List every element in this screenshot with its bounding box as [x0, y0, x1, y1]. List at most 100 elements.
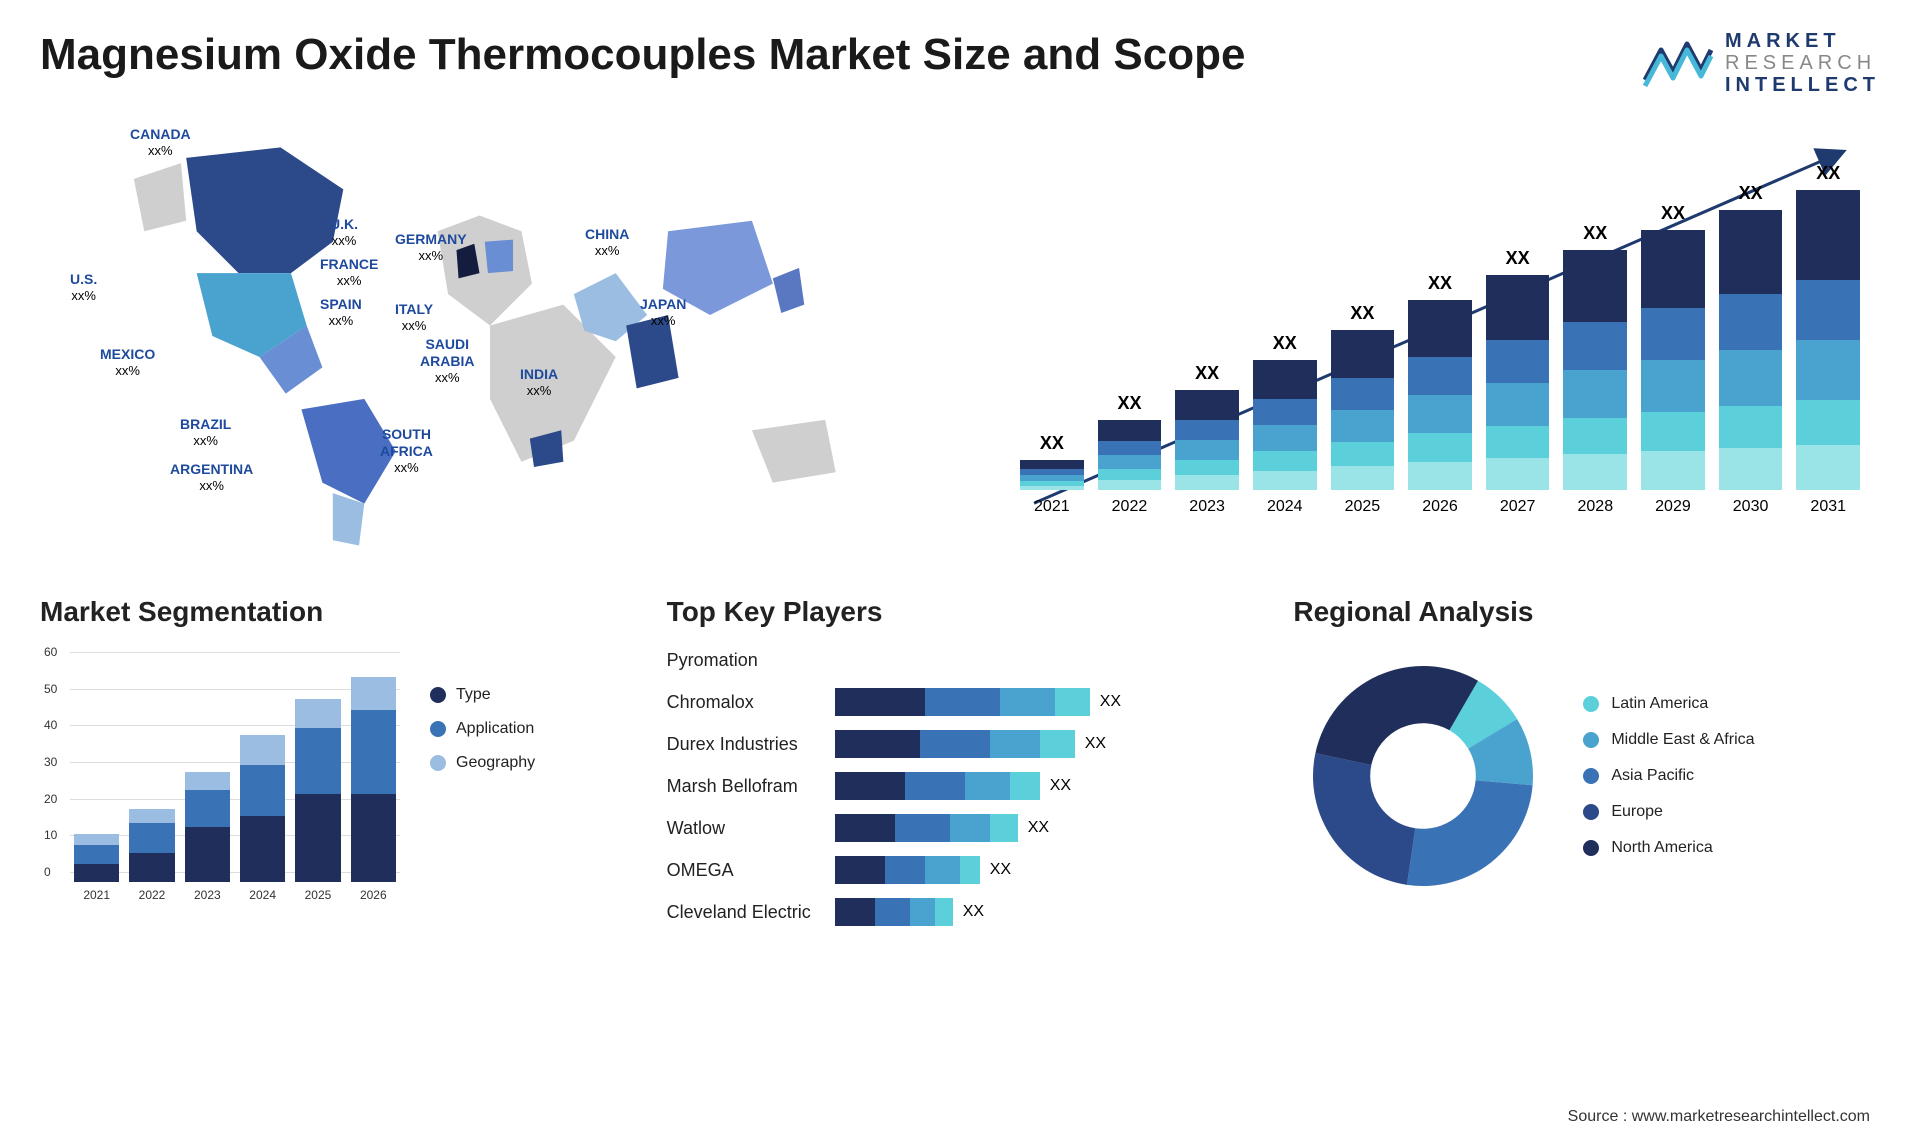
growth-value-label: XX [1117, 393, 1141, 414]
bottom-row: Market Segmentation 0 10 20 30 40 50 60 2021 202… [40, 596, 1880, 956]
key-player-value: XX [1100, 693, 1121, 711]
growth-value-label: XX [1350, 303, 1374, 324]
seg-bar: 2026 [351, 677, 396, 902]
seg-y-tick: 40 [44, 718, 57, 732]
growth-value-label: XX [1040, 433, 1064, 454]
growth-value-label: XX [1273, 333, 1297, 354]
regional-legend-item: Asia Pacific [1583, 767, 1754, 785]
key-player-bar: XX [835, 856, 1254, 884]
growth-bar: XX 2023 [1175, 363, 1239, 516]
map-label: JAPANxx% [640, 296, 686, 328]
seg-y-tick: 30 [44, 755, 57, 769]
growth-year-label: 2022 [1112, 498, 1148, 516]
growth-year-label: 2027 [1500, 498, 1536, 516]
map-label: MEXICOxx% [100, 346, 155, 378]
growth-bar: XX 2027 [1486, 248, 1550, 516]
map-label: CANADAxx% [130, 126, 191, 158]
segmentation-panel: Market Segmentation 0 10 20 30 40 50 60 2021 202… [40, 596, 627, 956]
growth-year-label: 2023 [1189, 498, 1225, 516]
growth-bar: XX 2022 [1098, 393, 1162, 516]
growth-value-label: XX [1428, 273, 1452, 294]
regional-legend: Latin America Middle East & Africa Asia Pa… [1583, 695, 1754, 857]
map-label: ARGENTINAxx% [170, 461, 253, 493]
regional-legend-item: Latin America [1583, 695, 1754, 713]
key-player-name: Marsh Bellofram [667, 772, 811, 800]
regional-legend-item: North America [1583, 839, 1754, 857]
seg-bar: 2024 [240, 735, 285, 902]
key-players-bars: XX XX XX XX XX XX [835, 646, 1254, 926]
growth-value-label: XX [1583, 223, 1607, 244]
seg-year-label: 2026 [360, 888, 387, 902]
growth-bar: XX 2021 [1020, 433, 1084, 516]
growth-bar: XX2029 [1641, 203, 1705, 516]
growth-year-label: 2030 [1733, 498, 1769, 516]
growth-bar: XX 2025 [1331, 303, 1395, 516]
key-player-value: XX [1085, 735, 1106, 753]
map-label: U.K.xx% [330, 216, 358, 248]
seg-legend-item: Geography [430, 754, 535, 772]
growth-bar: XX2028 [1563, 223, 1627, 516]
growth-bar: XX 2031 [1796, 163, 1860, 516]
key-players-panel: Top Key Players PyromationChromaloxDurex… [667, 596, 1254, 956]
growth-bar: XX 2026 [1408, 273, 1472, 516]
source-attribution: Source : www.marketresearchintellect.com [1568, 1108, 1870, 1126]
growth-year-label: 2025 [1345, 498, 1381, 516]
segmentation-title: Market Segmentation [40, 596, 627, 628]
growth-year-label: 2021 [1034, 498, 1070, 516]
key-player-value: XX [1050, 777, 1071, 795]
page-title: Magnesium Oxide Thermocouples Market Siz… [40, 30, 1245, 80]
key-players-title: Top Key Players [667, 596, 1254, 628]
top-row: CANADAxx% U.S.xx% MEXICOxx% BRAZILxx% ARGENT… [40, 116, 1880, 556]
regional-title: Regional Analysis [1293, 596, 1880, 628]
key-player-name: Cleveland Electric [667, 898, 811, 926]
seg-year-label: 2021 [83, 888, 110, 902]
key-players-labels: PyromationChromaloxDurex IndustriesMarsh… [667, 646, 811, 926]
seg-y-tick: 10 [44, 828, 57, 842]
logo-line3: INTELLECT [1725, 74, 1880, 96]
map-label: INDIAxx% [520, 366, 558, 398]
seg-bar: 2022 [129, 809, 174, 902]
key-player-name: Durex Industries [667, 730, 811, 758]
seg-y-tick: 50 [44, 682, 57, 696]
map-label: SAUDIARABIAxx% [420, 336, 474, 385]
growth-year-label: 2026 [1422, 498, 1458, 516]
growth-value-label: XX [1506, 248, 1530, 269]
growth-value-label: XX [1816, 163, 1840, 184]
seg-legend-item: Application [430, 720, 535, 738]
seg-bar: 2021 [74, 834, 119, 902]
growth-bar: XX2030 [1719, 183, 1783, 516]
growth-bar: XX 2024 [1253, 333, 1317, 516]
regional-panel: Regional Analysis Latin America Middle Ea… [1293, 596, 1880, 956]
map-label: SOUTHAFRICAxx% [380, 426, 433, 475]
seg-year-label: 2024 [249, 888, 276, 902]
seg-y-tick: 60 [44, 645, 57, 659]
seg-y-tick: 0 [44, 865, 51, 879]
map-label: U.S.xx% [70, 271, 97, 303]
key-player-name: OMEGA [667, 856, 811, 884]
growth-chart: XX2021XX2022XX2023XX2024XX2025XX2026XX20… [980, 116, 1880, 556]
world-map-panel: CANADAxx% U.S.xx% MEXICOxx% BRAZILxx% ARGENT… [40, 116, 940, 556]
map-label: CHINAxx% [585, 226, 629, 258]
growth-value-label: XX [1195, 363, 1219, 384]
seg-year-label: 2025 [305, 888, 332, 902]
seg-y-tick: 20 [44, 792, 57, 806]
map-label: FRANCExx% [320, 256, 378, 288]
key-player-value: XX [1028, 819, 1049, 837]
key-player-name: Chromalox [667, 688, 811, 716]
seg-legend-item: Type [430, 686, 535, 704]
key-player-bar: XX [835, 772, 1254, 800]
segmentation-chart: 0102030405060202120222023202420252026 [40, 646, 400, 926]
key-player-bar: XX [835, 898, 1254, 926]
logo-swoosh-icon [1643, 36, 1713, 90]
growth-year-label: 2024 [1267, 498, 1303, 516]
growth-value-label: XX [1661, 203, 1685, 224]
regional-legend-item: Europe [1583, 803, 1754, 821]
key-player-bar: XX [835, 814, 1254, 842]
map-label: BRAZILxx% [180, 416, 231, 448]
regional-legend-item: Middle East & Africa [1583, 731, 1754, 749]
map-label: GERMANYxx% [395, 231, 467, 263]
header: Magnesium Oxide Thermocouples Market Siz… [40, 30, 1880, 96]
key-player-bar: XX [835, 688, 1254, 716]
growth-year-label: 2031 [1810, 498, 1846, 516]
logo-line2: RESEARCH [1725, 52, 1880, 74]
